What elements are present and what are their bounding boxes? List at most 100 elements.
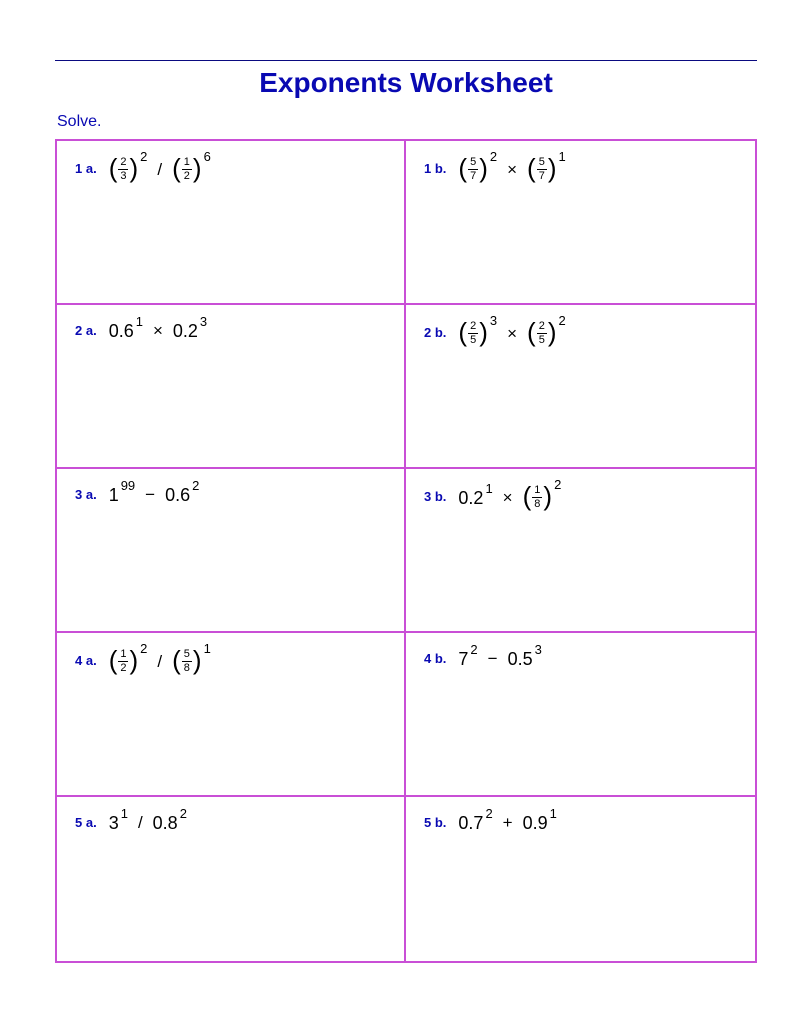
denominator: 5 (537, 333, 547, 346)
term: (57)2 (458, 157, 497, 182)
number-base: 0.2 (458, 489, 483, 507)
denominator: 7 (468, 169, 478, 182)
expression: 0.21×(18)2 (458, 485, 561, 510)
exponent: 1 (136, 314, 143, 329)
exponent: 2 (140, 149, 147, 164)
denominator: 5 (468, 333, 478, 346)
number-base: 0.9 (523, 814, 548, 832)
term: (12)6 (172, 157, 211, 182)
fraction-paren: (23) (109, 157, 138, 182)
numerator: 5 (537, 157, 547, 169)
problem-cell: 3 b.0.21×(18)2 (406, 469, 755, 633)
term: 31 (109, 814, 128, 832)
fraction-base: (23) (109, 157, 138, 182)
exponent: 2 (192, 478, 199, 493)
left-paren: ( (458, 322, 467, 343)
term: (12)2 (109, 649, 148, 674)
expression: 31 / 0.82 (109, 813, 187, 833)
operator: × (503, 324, 521, 344)
fraction-paren: (25) (527, 321, 556, 346)
term: 72 (458, 650, 477, 668)
right-paren: ) (193, 158, 202, 179)
exponent: 3 (490, 313, 497, 328)
exponent: 3 (535, 642, 542, 657)
number-base: 0.5 (508, 650, 533, 668)
problem-cell: 2 a.0.61×0.23 (57, 305, 406, 469)
term: 0.82 (153, 814, 187, 832)
page-title: Exponents Worksheet (55, 67, 757, 99)
number-base: 0.2 (173, 322, 198, 340)
denominator: 2 (118, 661, 128, 674)
exponent: 1 (559, 149, 566, 164)
left-paren: ( (109, 158, 118, 179)
operator: / (134, 813, 147, 833)
right-paren: ) (129, 650, 138, 671)
expression: 199−0.62 (109, 485, 200, 505)
fraction: 18 (532, 485, 542, 510)
term: 0.91 (523, 814, 557, 832)
operator: − (141, 485, 159, 505)
fraction: 57 (468, 157, 478, 182)
numerator: 5 (182, 649, 192, 661)
term: 0.62 (165, 486, 199, 504)
right-paren: ) (479, 158, 488, 179)
left-paren: ( (527, 158, 536, 179)
fraction: 12 (118, 649, 128, 674)
fraction: 23 (118, 157, 128, 182)
term: (58)1 (172, 649, 211, 674)
problem-cell: 5 b.0.72+0.91 (406, 797, 755, 961)
exponent: 1 (204, 641, 211, 656)
fraction-paren: (12) (109, 649, 138, 674)
numerator: 2 (468, 321, 478, 333)
expression: 0.61×0.23 (109, 321, 207, 341)
right-paren: ) (543, 486, 552, 507)
left-paren: ( (172, 650, 181, 671)
problem-cell: 2 b.(25)3×(25)2 (406, 305, 755, 469)
problem-cell: 4 b.72−0.53 (406, 633, 755, 797)
problem-label: 5 a. (75, 815, 97, 830)
left-paren: ( (523, 486, 532, 507)
fraction-base: (18) (523, 485, 552, 510)
operator: × (503, 160, 521, 180)
fraction-paren: (12) (172, 157, 201, 182)
term: (23)2 (109, 157, 148, 182)
term: (25)3 (458, 321, 497, 346)
problem-label: 2 a. (75, 323, 97, 338)
fraction: 58 (182, 649, 192, 674)
top-rule (55, 60, 757, 61)
number-base: 0.6 (109, 322, 134, 340)
expression: (57)2×(57)1 (458, 157, 565, 182)
fraction-paren: (25) (458, 321, 487, 346)
exponent: 99 (121, 478, 135, 493)
term: 0.53 (508, 650, 542, 668)
operator: / (153, 652, 166, 672)
numerator: 2 (118, 157, 128, 169)
fraction: 57 (537, 157, 547, 182)
term: 0.21 (458, 489, 492, 507)
problem-grid: 1 a.(23)2/(12)61 b.(57)2×(57)12 a.0.61×0… (55, 139, 757, 963)
right-paren: ) (548, 322, 557, 343)
instruction-text: Solve. (57, 113, 757, 131)
operator: × (149, 321, 167, 341)
number-base: 0.7 (458, 814, 483, 832)
exponent: 2 (140, 641, 147, 656)
denominator: 8 (532, 497, 542, 510)
exponent: 2 (485, 806, 492, 821)
exponent: 2 (554, 477, 561, 492)
exponent: 2 (470, 642, 477, 657)
exponent: 6 (204, 149, 211, 164)
problem-label: 1 b. (424, 161, 446, 176)
denominator: 7 (537, 169, 547, 182)
term: (18)2 (523, 485, 562, 510)
denominator: 3 (118, 169, 128, 182)
fraction-base: (25) (527, 321, 556, 346)
fraction-paren: (57) (458, 157, 487, 182)
numerator: 1 (182, 157, 192, 169)
left-paren: ( (172, 158, 181, 179)
term: 199 (109, 486, 135, 504)
problem-cell: 4 a.(12)2/(58)1 (57, 633, 406, 797)
numerator: 5 (468, 157, 478, 169)
expression: (12)2/(58)1 (109, 649, 211, 674)
fraction: 25 (537, 321, 547, 346)
numerator: 1 (532, 485, 542, 497)
